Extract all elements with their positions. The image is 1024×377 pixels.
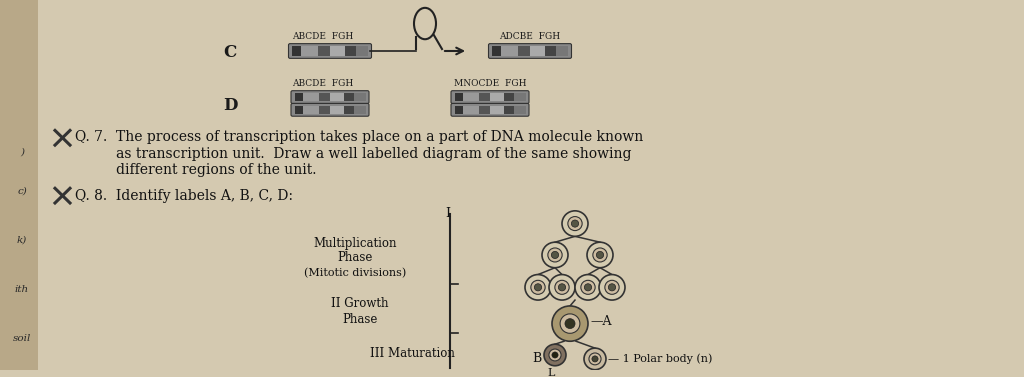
Circle shape [585, 284, 592, 291]
Circle shape [589, 353, 601, 365]
FancyBboxPatch shape [501, 46, 518, 56]
FancyBboxPatch shape [455, 106, 463, 114]
FancyBboxPatch shape [344, 93, 354, 101]
FancyBboxPatch shape [354, 93, 366, 101]
Text: (Mitotic divisions): (Mitotic divisions) [304, 267, 407, 278]
FancyBboxPatch shape [344, 106, 354, 114]
Circle shape [558, 284, 565, 291]
Circle shape [530, 280, 545, 294]
FancyBboxPatch shape [504, 106, 514, 114]
Text: —A: —A [590, 315, 611, 328]
Circle shape [584, 348, 606, 370]
FancyBboxPatch shape [356, 46, 368, 56]
FancyBboxPatch shape [291, 91, 369, 103]
Text: — 1 Polar body (n): — 1 Polar body (n) [608, 354, 713, 364]
Text: ith: ith [15, 285, 29, 294]
FancyBboxPatch shape [488, 44, 571, 58]
Text: B: B [532, 352, 542, 365]
Text: C: C [223, 44, 237, 61]
Circle shape [544, 344, 566, 366]
FancyBboxPatch shape [303, 93, 318, 101]
FancyBboxPatch shape [514, 106, 525, 114]
Text: Multiplication: Multiplication [313, 237, 396, 250]
FancyBboxPatch shape [318, 106, 330, 114]
Circle shape [525, 274, 551, 300]
FancyBboxPatch shape [301, 46, 317, 56]
Circle shape [535, 284, 542, 291]
Circle shape [565, 319, 575, 328]
Circle shape [587, 242, 613, 268]
Circle shape [608, 284, 615, 291]
Text: Q. 7.  The process of transcription takes place on a part of DNA molecule known: Q. 7. The process of transcription takes… [75, 130, 643, 144]
Text: Phase: Phase [337, 251, 373, 264]
Circle shape [571, 220, 579, 227]
Circle shape [568, 216, 583, 231]
Text: MNOCDE  FGH: MNOCDE FGH [454, 79, 526, 88]
Circle shape [560, 314, 580, 333]
Text: c): c) [17, 187, 27, 196]
Circle shape [552, 306, 588, 341]
FancyBboxPatch shape [292, 46, 301, 56]
FancyBboxPatch shape [295, 93, 303, 101]
Text: III Maturation: III Maturation [370, 346, 455, 360]
FancyBboxPatch shape [451, 103, 529, 116]
FancyBboxPatch shape [478, 106, 490, 114]
FancyBboxPatch shape [354, 106, 366, 114]
Text: ): ) [20, 147, 24, 156]
FancyBboxPatch shape [291, 103, 369, 116]
FancyBboxPatch shape [318, 93, 330, 101]
FancyBboxPatch shape [478, 93, 490, 101]
FancyBboxPatch shape [492, 46, 501, 56]
FancyBboxPatch shape [490, 93, 504, 101]
FancyBboxPatch shape [289, 44, 372, 58]
FancyBboxPatch shape [330, 106, 344, 114]
FancyBboxPatch shape [556, 46, 568, 56]
Text: L: L [547, 368, 555, 377]
FancyBboxPatch shape [455, 93, 463, 101]
FancyBboxPatch shape [518, 46, 530, 56]
FancyBboxPatch shape [345, 46, 356, 56]
FancyBboxPatch shape [330, 46, 345, 56]
Circle shape [549, 349, 561, 361]
Text: k): k) [16, 236, 27, 245]
Circle shape [551, 251, 559, 259]
Circle shape [562, 211, 588, 236]
Circle shape [548, 248, 562, 262]
FancyBboxPatch shape [295, 106, 303, 114]
Text: different regions of the unit.: different regions of the unit. [116, 162, 316, 177]
FancyBboxPatch shape [545, 46, 556, 56]
Circle shape [592, 356, 598, 362]
Text: ABCDE  FGH: ABCDE FGH [293, 79, 353, 88]
FancyBboxPatch shape [451, 91, 529, 103]
FancyBboxPatch shape [490, 106, 504, 114]
Text: ABCDE  FGH: ABCDE FGH [293, 32, 353, 41]
Circle shape [605, 280, 620, 294]
Circle shape [581, 280, 595, 294]
FancyBboxPatch shape [303, 106, 318, 114]
Text: II Growth: II Growth [331, 297, 389, 311]
Text: Phase: Phase [342, 313, 378, 326]
Circle shape [596, 251, 603, 259]
FancyBboxPatch shape [530, 46, 545, 56]
Text: Q. 8.  Identify labels A, B, C, D:: Q. 8. Identify labels A, B, C, D: [75, 189, 293, 203]
Circle shape [575, 274, 601, 300]
FancyBboxPatch shape [317, 46, 330, 56]
Text: ADCBE  FGH: ADCBE FGH [500, 32, 560, 41]
Text: as transcription unit.  Draw a well labelled diagram of the same showing: as transcription unit. Draw a well label… [116, 147, 632, 161]
FancyBboxPatch shape [514, 93, 525, 101]
Text: D: D [223, 97, 238, 114]
Text: I: I [445, 207, 451, 220]
FancyBboxPatch shape [330, 93, 344, 101]
Circle shape [555, 280, 569, 294]
Circle shape [599, 274, 625, 300]
Circle shape [542, 242, 568, 268]
FancyBboxPatch shape [0, 0, 38, 370]
FancyBboxPatch shape [504, 93, 514, 101]
Circle shape [593, 248, 607, 262]
Text: soil: soil [13, 334, 31, 343]
Circle shape [549, 274, 575, 300]
Circle shape [552, 352, 558, 358]
FancyBboxPatch shape [463, 93, 478, 101]
FancyBboxPatch shape [463, 106, 478, 114]
